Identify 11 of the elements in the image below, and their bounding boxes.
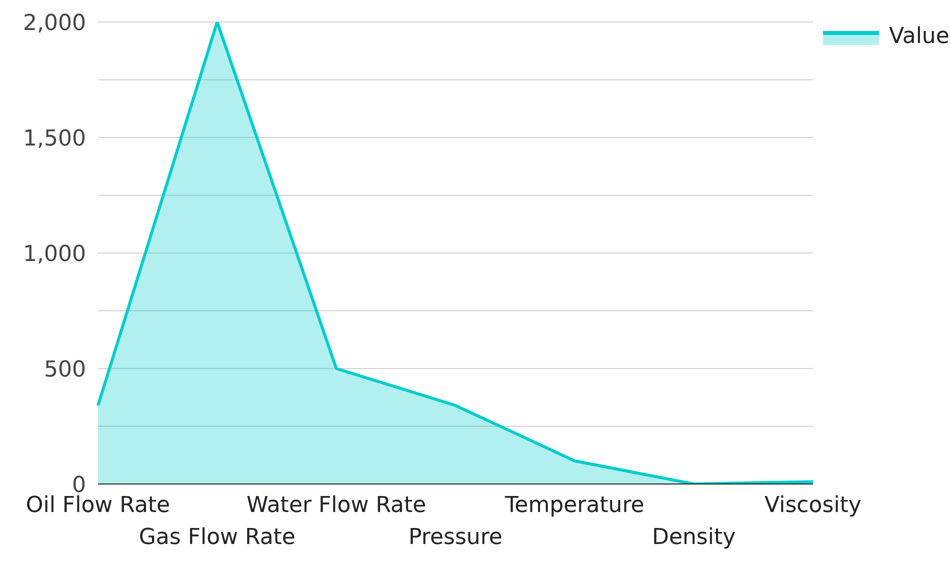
y-tick-label: 1,500 [23,126,86,152]
x-tick-label: Temperature [504,493,644,518]
y-tick-label: 500 [44,358,86,382]
x-tick-label: Water Flow Rate [246,493,426,518]
x-tick-label: Density [652,525,736,550]
x-tick-label: Viscosity [764,493,862,518]
x-tick-label: Pressure [408,525,502,550]
y-tick-label: 2,000 [23,11,86,36]
x-tick-label: Gas Flow Rate [138,525,296,550]
y-tick-label: 1,000 [23,242,86,267]
legend-label: Value [889,24,950,49]
